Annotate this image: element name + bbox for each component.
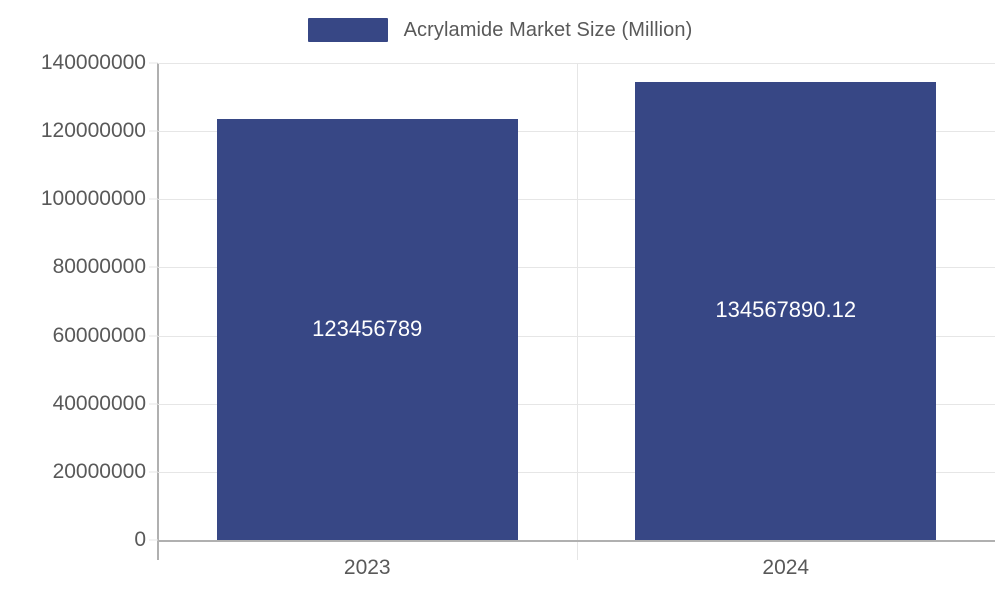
- x-axis-tick-label-2023: 2023: [343, 556, 391, 579]
- y-axis-tick-label-20000000: 20000000: [52, 459, 146, 483]
- y-axis-tick-mark-40000000: [149, 403, 158, 405]
- y-axis-tick-mark-0: [149, 539, 158, 541]
- y-axis-tick-mark-100000000: [149, 198, 158, 200]
- y-axis-tick-label-140000000: 140000000: [40, 51, 146, 74]
- y-axis-tick-label-40000000: 40000000: [52, 391, 146, 415]
- y-axis-tick-mark-60000000: [149, 335, 158, 337]
- bar-value-label-2023: 123456789: [312, 315, 423, 341]
- bar-2024[interactable]: 134567890.12: [635, 81, 937, 540]
- bar-2023[interactable]: 123456789: [216, 119, 518, 540]
- y-axis-tick-mark-140000000: [149, 62, 158, 64]
- x-axis-tick-label-2024: 2024: [762, 556, 810, 579]
- y-axis-tick-label-100000000: 100000000: [40, 187, 146, 211]
- y-axis-tick-label-0: 0: [134, 528, 146, 551]
- x-axis-spine: [158, 540, 995, 542]
- y-axis-tick-label-60000000: 60000000: [52, 323, 146, 347]
- y-axis-tick-mark-80000000: [149, 266, 158, 268]
- bar-value-label-2024: 134567890.12: [715, 296, 857, 322]
- vertical-gridline-1: [576, 63, 578, 540]
- legend-label-acrylamide-market-size[interactable]: Acrylamide Market Size (Million): [403, 18, 693, 41]
- y-axis-spine: [157, 63, 159, 560]
- chart-legend: Acrylamide Market Size (Million): [0, 12, 1000, 48]
- y-axis-tick-label-120000000: 120000000: [40, 119, 146, 143]
- legend-swatch-acrylamide-market-size[interactable]: [307, 18, 388, 42]
- x-axis-tick-mark-1: [576, 542, 578, 560]
- y-axis-tick-label-80000000: 80000000: [52, 255, 146, 279]
- y-axis-tick-mark-120000000: [149, 130, 158, 132]
- y-axis-tick-mark-20000000: [149, 471, 158, 473]
- plot-area: 123456789 134567890.12: [158, 63, 995, 540]
